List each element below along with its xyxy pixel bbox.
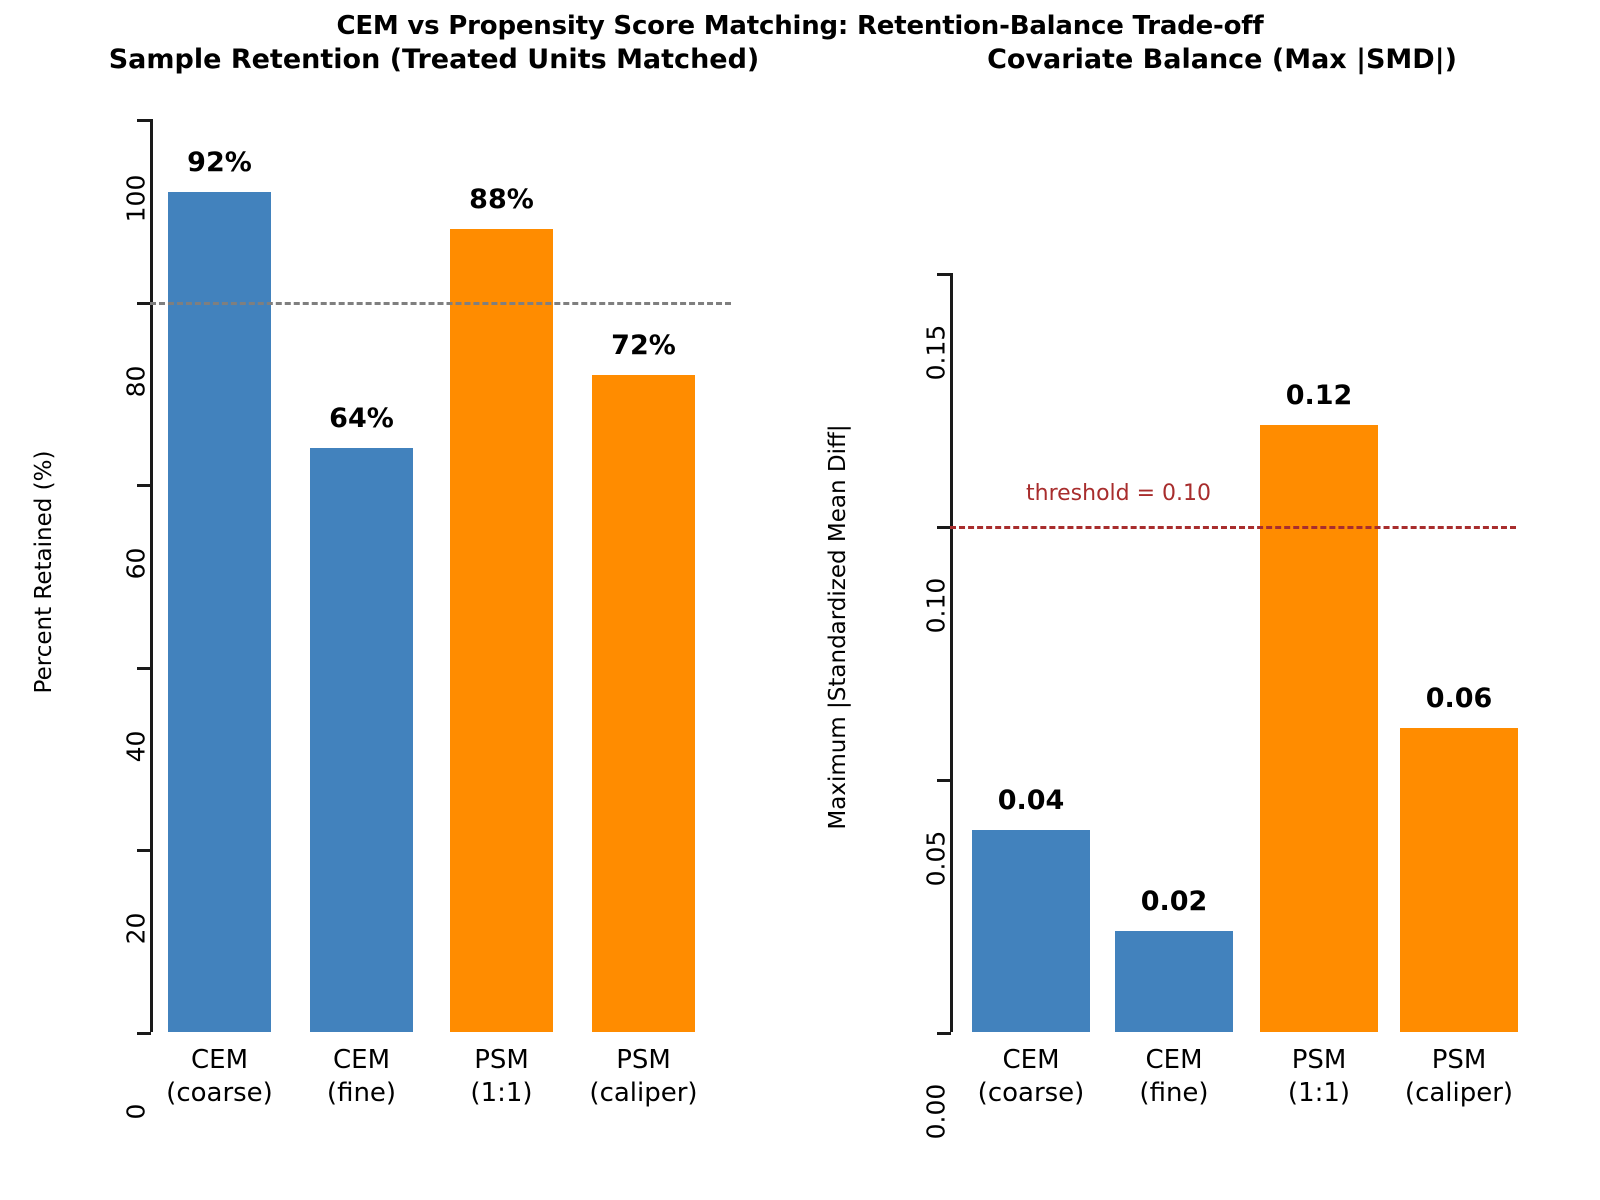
bar-value-label: 92%: [187, 147, 252, 179]
x-axis-category-label: CEM (fine): [326, 1045, 397, 1109]
reference-line-label: threshold = 0.10: [1026, 481, 1212, 506]
reference-line: [950, 526, 1516, 529]
y-axis-tick-label: 20: [121, 912, 151, 945]
x-axis-category-label: CEM (coarse): [166, 1045, 273, 1109]
bar[interactable]: [592, 374, 695, 1032]
y-axis-spine: [950, 273, 953, 1032]
x-axis-category-label: PSM (1:1): [470, 1045, 533, 1109]
x-axis-category-label: PSM (1:1): [1287, 1045, 1351, 1109]
y-axis-tick-label: 100: [121, 174, 151, 223]
bar[interactable]: [1115, 930, 1233, 1032]
retention-bar-chart: Percent Retained (%) 0 20 40 60 80 100 92% CEM…: [31, 119, 731, 1119]
y-axis-tick: [137, 301, 151, 305]
x-axis-category-label: CEM (coarse): [977, 1045, 1085, 1109]
x-axis-category-label: PSM (caliper): [589, 1045, 698, 1109]
left-panel-title: Sample Retention (Treated Units Matched): [108, 44, 760, 75]
bar[interactable]: [310, 447, 413, 1032]
bar-value-label: 64%: [329, 402, 394, 434]
y-axis-tick-label: 0.15: [921, 324, 951, 381]
bar-value-label: 72%: [611, 329, 676, 361]
right-y-axis-title: Maximum |Standardized Mean Diff|: [825, 424, 851, 830]
y-axis-tick: [137, 849, 151, 853]
y-axis-tick: [137, 119, 151, 122]
left-y-axis-title: Percent Retained (%): [31, 450, 57, 694]
y-axis-tick-label: 60: [121, 547, 151, 580]
y-axis-tick: [937, 273, 951, 276]
bar-value-label: 88%: [469, 183, 534, 215]
y-axis-tick-label: 0.10: [921, 577, 951, 634]
bar-value-label: 0.12: [1285, 379, 1353, 411]
balance-bar-chart: Maximum |Standardized Mean Diff| 0.00 0.0…: [800, 0, 1600, 1200]
x-axis-category-label: CEM (fine): [1139, 1045, 1209, 1109]
right-panel-title: Covariate Balance (Max |SMD|): [987, 44, 1457, 75]
y-axis-spine: [150, 119, 153, 1032]
bar-value-label: 0.06: [1425, 683, 1493, 715]
x-axis-category-label: PSM (caliper): [1404, 1045, 1514, 1109]
y-axis-tick: [137, 1032, 151, 1035]
bar[interactable]: [972, 829, 1090, 1032]
y-axis-tick-label: 80: [121, 365, 151, 397]
bar-value-label: 0.04: [997, 784, 1065, 816]
y-axis-tick-label: 40: [121, 730, 151, 763]
reference-line: [150, 301, 731, 305]
bar[interactable]: [168, 192, 271, 1032]
bar[interactable]: [1400, 728, 1518, 1032]
bar-value-label: 0.02: [1140, 885, 1208, 917]
figure-main-title: CEM vs Propensity Score Matching: Retent…: [336, 11, 1264, 41]
bar[interactable]: [450, 228, 553, 1032]
bar[interactable]: [1260, 424, 1378, 1032]
y-axis-tick: [137, 666, 151, 670]
y-axis-tick: [937, 526, 951, 529]
y-axis-tick: [937, 779, 951, 782]
y-axis-tick: [137, 484, 151, 488]
y-axis-tick: [937, 1032, 951, 1035]
